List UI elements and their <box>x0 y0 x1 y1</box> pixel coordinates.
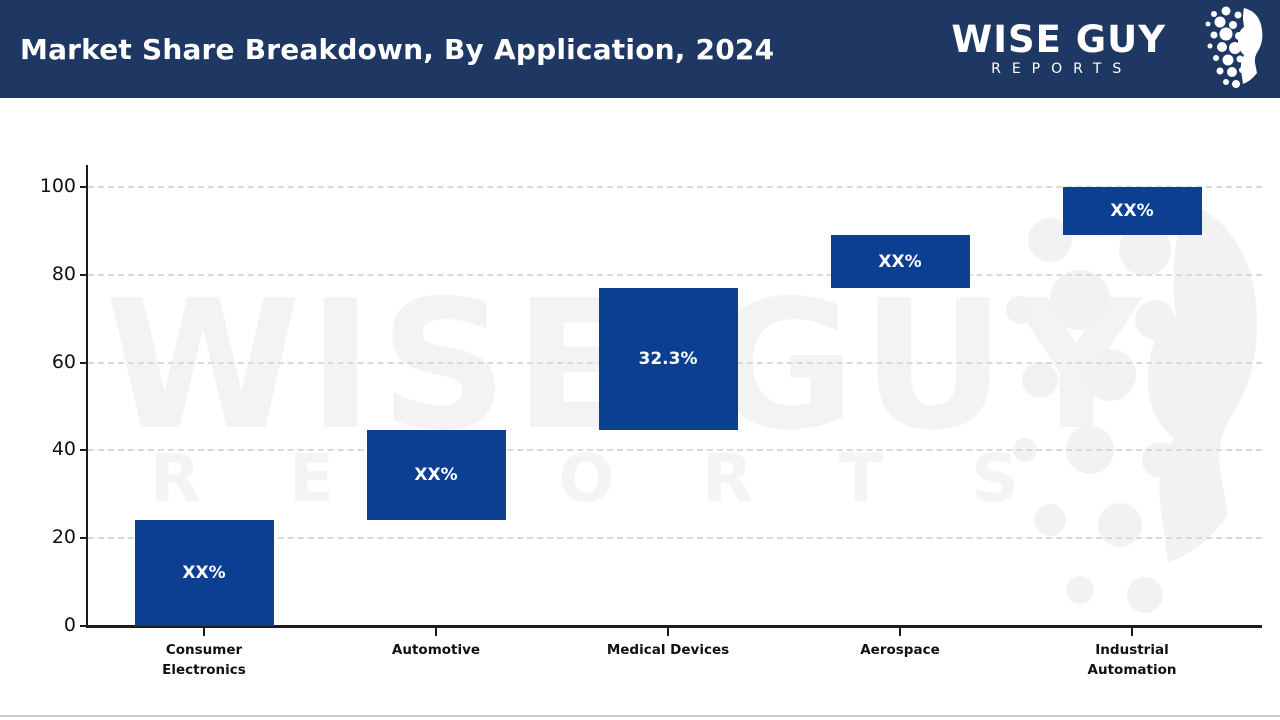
bottom-divider <box>0 715 1280 717</box>
y-axis-tick-label: 40 <box>51 438 76 461</box>
y-axis-tick-label: 100 <box>39 175 76 197</box>
bar-value-label: XX% <box>878 251 922 272</box>
x-axis-category-label: Automotive <box>391 642 481 658</box>
bar-value-label: XX% <box>414 464 458 485</box>
brand-logo-text: WISE GUY REPORTS <box>951 18 1166 78</box>
chart-title: Market Share Breakdown, By Application, … <box>20 32 775 66</box>
x-axis-line <box>86 625 1262 628</box>
x-axis-tick-mark <box>667 628 669 636</box>
waterfall-bar-aerospace: XX% <box>830 235 970 289</box>
gridline-y-40 <box>88 449 1262 452</box>
waterfall-bar-automotive: XX% <box>366 430 506 520</box>
y-axis-tick-mark <box>80 537 88 540</box>
gridline-y-20 <box>88 537 1262 540</box>
x-axis-tick-mark <box>1131 628 1133 636</box>
brand-logo: WISE GUY REPORTS <box>951 6 1280 92</box>
waterfall-bar-medical-devices: 32.3% <box>598 288 738 431</box>
y-axis-tick-label: 20 <box>51 526 76 549</box>
x-axis-category-label: Consumer Electronics <box>162 642 246 678</box>
y-axis-tick-mark <box>80 273 88 276</box>
watermark-face-dots <box>1006 200 1258 613</box>
y-axis-tick-mark <box>80 625 88 627</box>
waterfall-bar-consumer-electronics: XX% <box>134 519 274 626</box>
brand-subtitle: REPORTS <box>991 61 1133 77</box>
x-axis-tick-mark <box>203 628 205 636</box>
bar-value-label: 32.3% <box>638 349 698 370</box>
waterfall-bar-industrial-automation: XX% <box>1062 187 1202 236</box>
x-axis-category-label: Medical Devices <box>606 642 730 658</box>
y-axis-tick-label: 60 <box>51 350 76 373</box>
x-axis-category-label: Industrial Automation <box>1087 642 1177 678</box>
y-axis-tick-mark <box>80 449 88 452</box>
header-bar: Market Share Breakdown, By Application, … <box>0 0 1280 98</box>
y-axis-tick-label: 0 <box>63 614 76 636</box>
x-axis-tick-mark <box>435 628 437 636</box>
x-axis-category-label: Aerospace <box>860 642 940 658</box>
brand-face-dots-icon <box>1205 6 1263 88</box>
bar-value-label: XX% <box>1110 201 1154 222</box>
bar-value-label: XX% <box>182 562 226 583</box>
gridline-y-80 <box>88 273 1262 276</box>
watermark-subtitle: REPORTS <box>150 440 1107 517</box>
x-axis-tick-mark <box>899 628 901 636</box>
y-axis-tick-mark <box>80 186 88 188</box>
brand-name: WISE GUY <box>951 18 1166 61</box>
y-axis-tick-mark <box>80 361 88 364</box>
y-axis-tick-label: 80 <box>51 262 76 285</box>
gridline-y-100 <box>88 186 1262 188</box>
y-axis-line <box>86 165 88 628</box>
